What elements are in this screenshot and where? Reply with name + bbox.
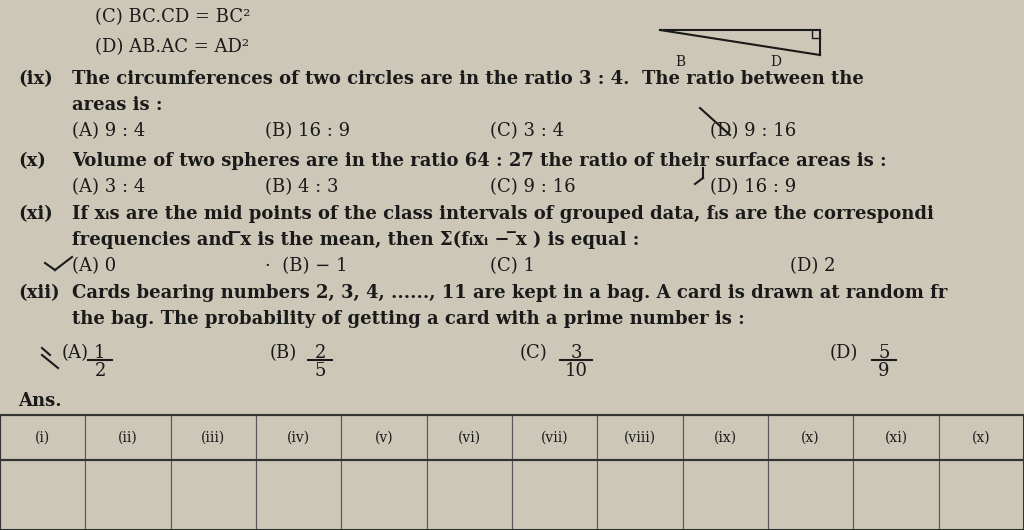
Text: (x): (x) <box>802 430 820 445</box>
Text: Cards bearing numbers 2, 3, 4, ......, 11 are kept in a bag. A card is drawn at : Cards bearing numbers 2, 3, 4, ......, 1… <box>72 284 947 302</box>
Text: (ix): (ix) <box>18 70 53 88</box>
Text: areas is :: areas is : <box>72 96 163 114</box>
Text: (iv): (iv) <box>287 430 310 445</box>
Text: If xᵢs are the mid points of the class intervals of grouped data, fᵢs are the co: If xᵢs are the mid points of the class i… <box>72 205 934 223</box>
Bar <box>683 460 768 530</box>
Text: Ans.: Ans. <box>18 392 61 410</box>
Bar <box>171 415 256 460</box>
Text: (D) AB.AC = AD²: (D) AB.AC = AD² <box>95 38 249 56</box>
Text: (ii): (ii) <box>118 430 138 445</box>
Text: (vii): (vii) <box>541 430 568 445</box>
Bar <box>512 460 597 530</box>
Bar <box>427 415 512 460</box>
Bar <box>85 415 171 460</box>
Bar <box>768 415 853 460</box>
Bar <box>683 415 768 460</box>
Text: (C) 1: (C) 1 <box>490 257 535 275</box>
Text: (C) 9 : 16: (C) 9 : 16 <box>490 178 575 196</box>
Bar <box>341 460 427 530</box>
Text: (v): (v) <box>375 430 393 445</box>
Text: 5: 5 <box>879 344 890 362</box>
Text: (xi): (xi) <box>885 430 907 445</box>
Text: D: D <box>770 55 781 69</box>
Text: (A): (A) <box>62 344 89 362</box>
Text: (xii): (xii) <box>18 284 59 302</box>
Bar <box>0 460 1024 530</box>
Text: 3: 3 <box>570 344 582 362</box>
Text: 1: 1 <box>94 344 105 362</box>
Bar <box>85 460 171 530</box>
Text: B: B <box>675 55 685 69</box>
Bar <box>341 415 427 460</box>
Bar <box>939 460 1024 530</box>
Text: (D) 2: (D) 2 <box>790 257 836 275</box>
Bar <box>0 460 85 530</box>
Bar <box>256 460 341 530</box>
Text: (A) 9 : 4: (A) 9 : 4 <box>72 122 145 140</box>
Bar <box>597 460 683 530</box>
Bar <box>853 460 939 530</box>
Text: 10: 10 <box>564 362 588 380</box>
Text: (B): (B) <box>270 344 297 362</box>
Text: (vi): (vi) <box>458 430 481 445</box>
Bar <box>0 415 1024 460</box>
Text: 2: 2 <box>314 344 326 362</box>
Text: (B) 4 : 3: (B) 4 : 3 <box>265 178 339 196</box>
Text: (C) BC.CD = BC²: (C) BC.CD = BC² <box>95 8 251 26</box>
Bar <box>512 415 597 460</box>
Bar <box>853 415 939 460</box>
Text: Volume of two spheres are in the ratio 64 : 27 the ratio of their surface areas : Volume of two spheres are in the ratio 6… <box>72 152 887 170</box>
Text: (ix): (ix) <box>714 430 737 445</box>
Text: 5: 5 <box>314 362 326 380</box>
Text: the bag. The probability of getting a card with a prime number is :: the bag. The probability of getting a ca… <box>72 310 744 328</box>
Text: ·  (B) − 1: · (B) − 1 <box>265 257 347 275</box>
Text: (D) 9 : 16: (D) 9 : 16 <box>710 122 797 140</box>
Text: (iii): (iii) <box>201 430 225 445</box>
Bar <box>256 415 341 460</box>
Text: (C): (C) <box>520 344 548 362</box>
Text: (x): (x) <box>18 152 46 170</box>
Bar <box>597 415 683 460</box>
Bar <box>171 460 256 530</box>
Text: frequencies and ̅x is the mean, then Σ(fᵢxᵢ − ̅x ) is equal :: frequencies and ̅x is the mean, then Σ(f… <box>72 231 639 249</box>
Bar <box>0 415 85 460</box>
Text: (A) 0: (A) 0 <box>72 257 117 275</box>
Bar <box>768 460 853 530</box>
Text: (xi): (xi) <box>18 205 53 223</box>
Text: The circumferences of two circles are in the ratio 3 : 4.  The ratio between the: The circumferences of two circles are in… <box>72 70 864 88</box>
Text: (i): (i) <box>35 430 50 445</box>
Bar <box>939 415 1024 460</box>
Bar <box>427 460 512 530</box>
Text: (D): (D) <box>830 344 858 362</box>
Text: (x): (x) <box>972 430 990 445</box>
Text: (D) 16 : 9: (D) 16 : 9 <box>710 178 797 196</box>
Text: (viii): (viii) <box>624 430 656 445</box>
Text: (B) 16 : 9: (B) 16 : 9 <box>265 122 350 140</box>
Text: (A) 3 : 4: (A) 3 : 4 <box>72 178 145 196</box>
Text: 9: 9 <box>879 362 890 380</box>
Text: 2: 2 <box>94 362 105 380</box>
Text: (C) 3 : 4: (C) 3 : 4 <box>490 122 564 140</box>
